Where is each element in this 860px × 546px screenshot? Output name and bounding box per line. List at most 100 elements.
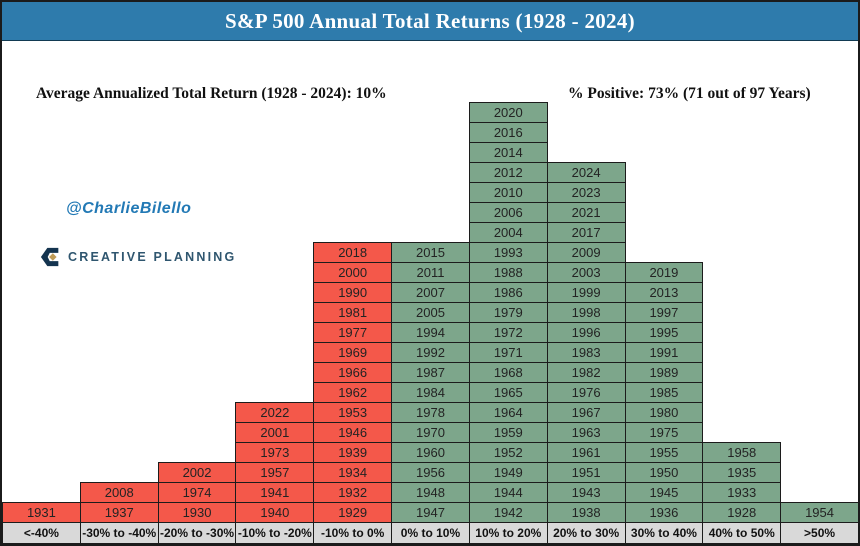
year-cell: 1962: [313, 382, 393, 403]
year-cell: 1989: [624, 362, 704, 383]
year-cell: 2011: [391, 262, 470, 283]
year-cell: 1947: [391, 502, 470, 523]
year-cell: 1956: [391, 462, 470, 483]
year-cell: 2009: [546, 242, 626, 263]
year-cell: 1971: [468, 342, 548, 363]
bucket-column: 1958 1935 1933 1928 40% to 50%: [702, 82, 782, 544]
year-cell: 1940: [235, 502, 315, 523]
bucket-label: >50%: [780, 522, 858, 544]
year-cell: 1988: [468, 262, 548, 283]
year-cell: 1932: [313, 482, 393, 503]
year-cell: 1970: [391, 422, 470, 443]
year-cell: 1943: [546, 482, 626, 503]
year-cell: 1995: [624, 322, 704, 343]
year-cell: 1941: [235, 482, 315, 503]
year-cell: 1991: [624, 342, 704, 363]
year-cell: 1965: [468, 382, 548, 403]
bucket-label: <-40%: [2, 522, 81, 544]
year-cell: 1967: [546, 402, 626, 423]
year-cell: 2015: [391, 242, 470, 263]
year-cell: 2023: [546, 182, 626, 203]
year-cell: 1974: [157, 482, 237, 503]
year-cell: 1975: [624, 422, 704, 443]
year-cell: 1976: [546, 382, 626, 403]
year-cell: 2022: [235, 402, 315, 423]
year-cell: 1969: [313, 342, 393, 363]
year-cell: 2013: [624, 282, 704, 303]
bucket-column: 1931 <-40%: [2, 82, 81, 544]
year-cell: 1968: [468, 362, 548, 383]
year-cell: 2003: [546, 262, 626, 283]
year-cell: 1985: [624, 382, 704, 403]
year-cell: 1933: [702, 482, 782, 503]
year-cell: 1929: [313, 502, 393, 523]
year-cell: 1957: [235, 462, 315, 483]
bucket-label: 0% to 10%: [391, 522, 470, 544]
year-cell: 2024: [546, 162, 626, 183]
year-cell: 1990: [313, 282, 393, 303]
year-cell: 1959: [468, 422, 548, 443]
bucket-label: 20% to 30%: [546, 522, 626, 544]
year-cell: 1993: [468, 242, 548, 263]
bucket-label: -10% to -20%: [235, 522, 315, 544]
year-cell: 1997: [624, 302, 704, 323]
year-cell: 1992: [391, 342, 470, 363]
bucket-label: 10% to 20%: [468, 522, 548, 544]
year-cell: 1934: [313, 462, 393, 483]
year-cell: 2010: [468, 182, 548, 203]
bucket-label: 40% to 50%: [702, 522, 782, 544]
year-cell: 1942: [468, 502, 548, 523]
year-cell: 1987: [391, 362, 470, 383]
year-cell: 1944: [468, 482, 548, 503]
year-cell: 1994: [391, 322, 470, 343]
chart-title: S&P 500 Annual Total Returns (1928 - 202…: [225, 8, 635, 33]
year-cell: 2004: [468, 222, 548, 243]
year-cell: 2001: [235, 422, 315, 443]
year-cell: 2019: [624, 262, 704, 283]
year-cell: 1950: [624, 462, 704, 483]
creative-planning-wordmark: CREATIVE PLANNING: [68, 250, 237, 264]
year-cell: 1954: [780, 502, 858, 523]
year-cell: 2018: [313, 242, 393, 263]
year-cell: 1938: [546, 502, 626, 523]
bucket-column: 2022 2001 1973 1957 1941 1940 -10% to -20%: [235, 82, 315, 544]
creative-planning-c-icon: [40, 246, 62, 268]
year-cell: 1983: [546, 342, 626, 363]
year-cell: 1984: [391, 382, 470, 403]
year-cell: 1986: [468, 282, 548, 303]
year-cell: 2016: [468, 122, 548, 143]
bucket-column: 2002 1974 1930 -20% to -30%: [157, 82, 237, 544]
year-cell: 2000: [313, 262, 393, 283]
bucket-label: 30% to 40%: [624, 522, 704, 544]
year-cell: 1966: [313, 362, 393, 383]
year-cell: 1981: [313, 302, 393, 323]
year-cell: 2007: [391, 282, 470, 303]
year-cell: 1948: [391, 482, 470, 503]
year-cell: 1958: [702, 442, 782, 463]
bucket-column: 2018 2000 1990 1981 1977 1969 1966 1962 1953 1946…: [313, 82, 393, 544]
average-return-annotation: Average Annualized Total Return (1928 - …: [36, 85, 387, 102]
bucket-label: -10% to 0%: [313, 522, 393, 544]
bucket-column: 1954 >50%: [780, 82, 858, 544]
year-cell: 1973: [235, 442, 315, 463]
year-cell: 1996: [546, 322, 626, 343]
year-cell: 2002: [157, 462, 237, 483]
year-cell: 2005: [391, 302, 470, 323]
year-cell: 1952: [468, 442, 548, 463]
year-cell: 2021: [546, 202, 626, 223]
year-cell: 1960: [391, 442, 470, 463]
year-cell: 1945: [624, 482, 704, 503]
year-cell: 1964: [468, 402, 548, 423]
year-cell: 1939: [313, 442, 393, 463]
year-cell: 1946: [313, 422, 393, 443]
year-cell: 1955: [624, 442, 704, 463]
creative-planning-logo: CREATIVE PLANNING: [40, 246, 236, 268]
year-cell: 2017: [546, 222, 626, 243]
bucket-label: -30% to -40%: [79, 522, 159, 544]
year-cell: 2006: [468, 202, 548, 223]
bucket-column: 2024 2023 2021 2017 2009 2003 1999 1998 1996 1983…: [546, 82, 626, 544]
year-cell: 1949: [468, 462, 548, 483]
year-cell: 2008: [79, 482, 159, 503]
year-cell: 1972: [468, 322, 548, 343]
